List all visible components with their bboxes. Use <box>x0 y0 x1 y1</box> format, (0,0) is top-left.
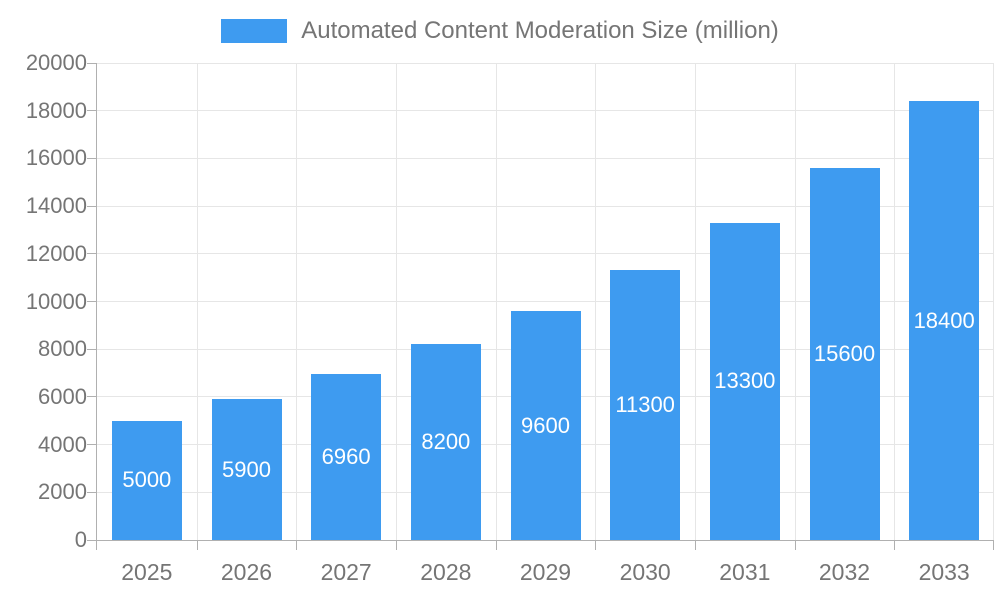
y-axis-tick-label: 2000 <box>38 479 87 505</box>
legend-label: Automated Content Moderation Size (milli… <box>301 17 779 44</box>
gridline-horizontal <box>97 110 994 112</box>
y-axis-tick-label: 10000 <box>25 288 87 314</box>
bar-2031[interactable]: 13300 <box>709 222 780 540</box>
gridline-vertical <box>396 63 397 540</box>
gridline-horizontal <box>97 301 994 302</box>
y-axis-tick <box>87 157 96 159</box>
x-axis-tick-label: 2029 <box>519 559 572 585</box>
x-axis-tick <box>495 540 497 550</box>
gridline-vertical <box>196 63 198 540</box>
y-axis-tick <box>87 205 96 207</box>
y-axis-tick <box>87 396 96 398</box>
bar-2030[interactable]: 11300 <box>610 270 681 540</box>
x-axis-tick-label: 2032 <box>818 559 871 585</box>
bar-value-label: 13300 <box>714 368 776 394</box>
y-axis-tick <box>87 348 96 350</box>
x-axis-tick <box>894 540 896 550</box>
legend[interactable]: Automated Content Moderation Size (milli… <box>0 17 1000 45</box>
x-axis-tick <box>296 540 298 550</box>
y-axis-tick <box>87 539 96 541</box>
bar-value-label: 5000 <box>122 467 172 493</box>
gridline-horizontal <box>97 62 994 64</box>
y-axis-tick <box>87 491 96 493</box>
y-axis-tick-label: 6000 <box>38 383 87 409</box>
bar-2026[interactable]: 5900 <box>211 399 282 540</box>
bar-value-label: 5900 <box>222 456 271 482</box>
bar-value-label: 6960 <box>321 443 371 469</box>
gridline-vertical <box>894 63 896 540</box>
y-axis-tick-label: 18000 <box>25 97 87 123</box>
y-axis-tick-label: 0 <box>74 527 87 552</box>
x-axis-tick <box>695 540 696 550</box>
x-axis-tick-label: 2027 <box>320 559 372 585</box>
gridline-horizontal <box>97 253 994 255</box>
bar-2033[interactable]: 18400 <box>909 101 980 540</box>
y-axis-tick-label: 20000 <box>25 50 87 75</box>
x-axis-tick <box>396 540 397 550</box>
y-axis-tick <box>87 110 96 112</box>
x-axis-tick-label: 2025 <box>121 559 173 585</box>
y-axis-tick <box>87 253 96 255</box>
y-axis-tick-label: 8000 <box>38 336 87 362</box>
gridline-vertical <box>794 63 796 540</box>
x-axis-tick-label: 2030 <box>619 559 671 585</box>
x-axis-tick <box>794 540 796 550</box>
y-axis-tick <box>87 444 96 446</box>
gridline-horizontal <box>97 157 994 159</box>
x-axis-tick-label: 2033 <box>918 559 970 585</box>
plot-area: 0 2000 4000 6000 8000 10000 12000 14000 16000 180… <box>26 51 994 585</box>
y-axis-tick <box>87 301 96 302</box>
bar-2032[interactable]: 15600 <box>809 167 880 540</box>
bar-value-label: 18400 <box>913 307 975 333</box>
bar-value-label: 15600 <box>813 340 876 366</box>
x-axis-tick <box>96 540 97 550</box>
gridline-vertical <box>695 63 696 540</box>
bar-2028[interactable]: 8200 <box>410 344 481 540</box>
gridline-horizontal <box>97 205 994 207</box>
y-axis-tick-label: 14000 <box>25 193 87 219</box>
bar-2029[interactable]: 9600 <box>510 311 581 540</box>
gridline-vertical <box>495 63 497 540</box>
x-axis-tick-label: 2026 <box>220 559 273 585</box>
bar-2027[interactable]: 6960 <box>311 374 382 540</box>
gridline-vertical <box>296 63 298 540</box>
bar-value-label: 11300 <box>615 392 675 418</box>
legend-swatch <box>221 19 288 43</box>
x-axis-tick <box>993 540 994 550</box>
x-axis-tick-label: 2031 <box>719 559 771 585</box>
y-axis-tick-label: 12000 <box>25 240 87 266</box>
y-axis-tick-label: 16000 <box>25 145 87 171</box>
gridline-vertical <box>595 63 597 540</box>
y-axis-tick-label: 4000 <box>38 431 87 457</box>
gridline-vertical <box>993 63 994 540</box>
bar-value-label: 9600 <box>521 412 570 438</box>
y-axis-tick <box>87 62 96 64</box>
x-axis-tick-label: 2028 <box>420 559 472 585</box>
bar-value-label: 8200 <box>421 429 471 455</box>
x-axis-tick <box>595 540 597 550</box>
bar-2025[interactable]: 5000 <box>111 420 182 540</box>
x-axis-tick <box>196 540 198 550</box>
